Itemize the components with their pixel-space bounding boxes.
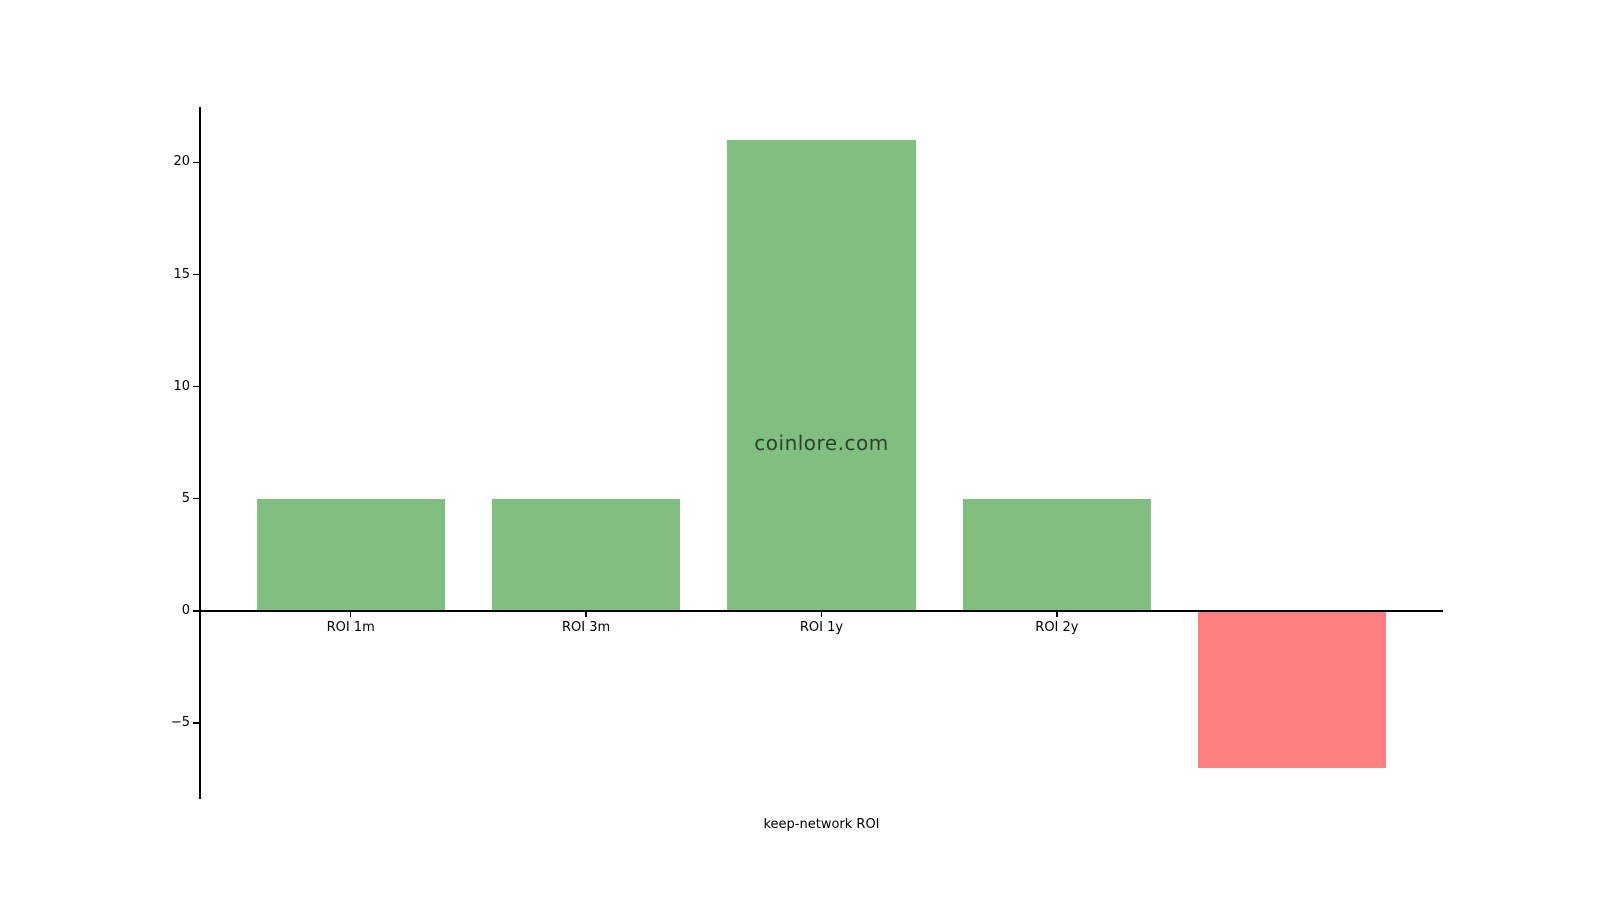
y-tick-mark	[193, 161, 200, 164]
y-tick-label: 0	[181, 602, 190, 618]
x-tick-label: ROI 1y	[799, 619, 844, 635]
x-tick-label: ROI 1m	[326, 619, 375, 635]
y-tick-label: 15	[173, 266, 190, 282]
bar-roi-1y	[727, 139, 916, 611]
chart-title: keep-network ROI	[763, 817, 880, 832]
x-tick-label: ROI 2y	[1035, 619, 1079, 635]
y-tick-label: 20	[173, 154, 190, 170]
x-tick-label: ROI 3m	[561, 619, 611, 635]
x-tick-mark	[1056, 611, 1058, 617]
bar-roi-3m	[491, 498, 681, 611]
x-tick-mark	[820, 611, 823, 617]
bar-roi-1m	[256, 498, 445, 611]
y-tick-label: 5	[181, 490, 190, 506]
x-axis-line	[200, 610, 1443, 612]
y-tick-label: 10	[173, 378, 190, 394]
y-tick-mark	[193, 610, 200, 612]
x-tick-mark	[585, 611, 587, 617]
y-tick-mark	[193, 498, 200, 500]
y-tick-label: −5	[170, 714, 190, 730]
bar-roi-2y	[962, 498, 1152, 611]
bar-negative-4	[1198, 610, 1387, 768]
y-tick-mark	[193, 273, 200, 276]
x-tick-mark	[350, 611, 352, 617]
y-tick-mark	[193, 385, 200, 388]
y-axis-line	[199, 107, 201, 799]
y-tick-mark	[193, 722, 200, 724]
